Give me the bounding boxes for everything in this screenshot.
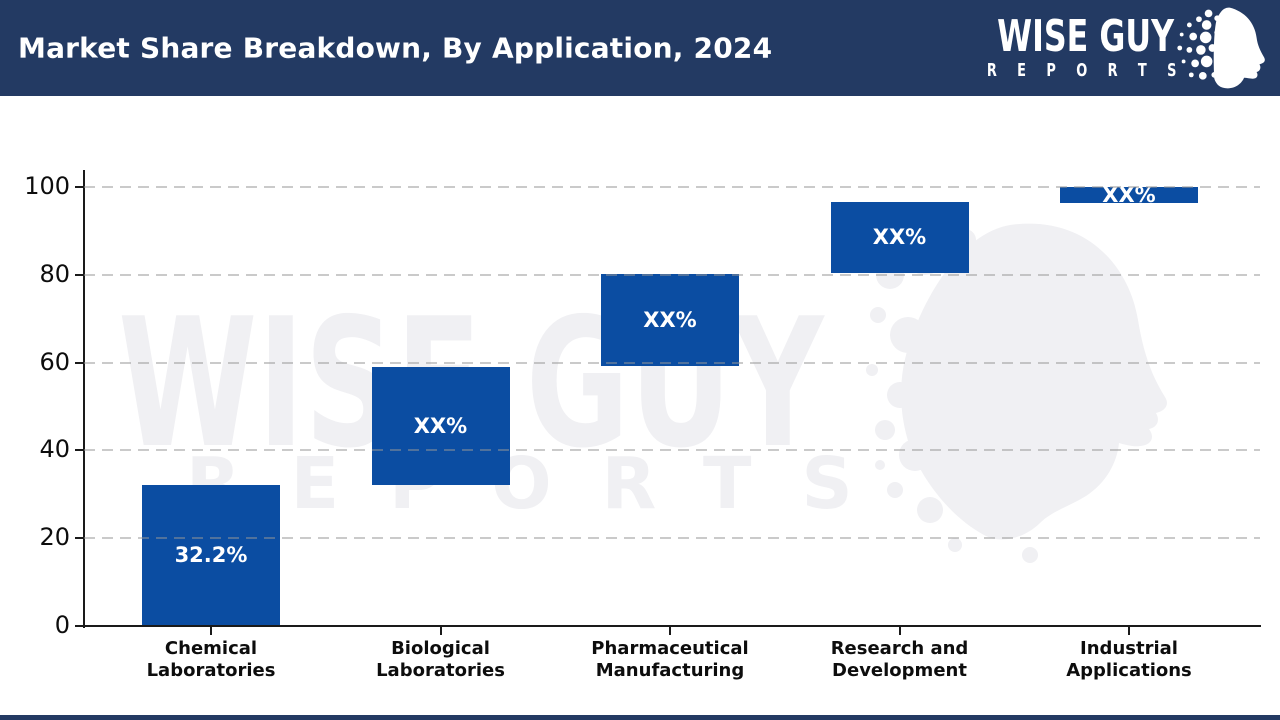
y-axis-tick	[75, 449, 84, 452]
y-tick-label: 60	[39, 347, 70, 376]
x-axis-tick	[210, 627, 212, 635]
bar-3: XX%	[601, 273, 739, 367]
y-axis-tick	[75, 537, 84, 540]
watermark-subtext: REPORTS	[186, 442, 903, 525]
x-category-label: Research and Development	[830, 638, 969, 681]
gridline	[84, 361, 1260, 364]
x-category-label: Industrial Applications	[1066, 638, 1192, 681]
y-axis-line	[83, 170, 85, 628]
x-axis-line	[83, 625, 1261, 627]
header-bar: Market Share Breakdown, By Application, …	[0, 0, 1280, 96]
logo-head-icon	[1177, 7, 1265, 89]
y-tick-label: 0	[54, 611, 70, 639]
bar-value-label: XX%	[643, 308, 697, 333]
x-axis-tick	[1128, 627, 1130, 635]
bar-5: XX%	[1060, 183, 1198, 207]
x-category-label: Chemical Laboratories	[146, 638, 276, 681]
gridline	[84, 273, 1260, 276]
bar-2: XX%	[371, 366, 510, 485]
gridline	[84, 449, 1260, 452]
y-tick-label: 20	[39, 523, 70, 552]
bar-4: XX%	[830, 202, 969, 273]
bar-value-label: 32.2%	[174, 543, 248, 568]
logo-text: WISE GUY R E P O R T S	[986, 15, 1184, 81]
footer-strip	[0, 715, 1280, 720]
y-axis-tick	[75, 186, 84, 188]
logo-subtext: R E P O R T S	[986, 60, 1184, 81]
x-category-label: Pharmaceutical Manufacturing	[591, 638, 749, 681]
y-tick-label: 80	[39, 259, 70, 288]
logo-wordmark: WISE GUY	[996, 11, 1174, 62]
gridline	[84, 537, 1260, 540]
y-tick-label: 40	[39, 435, 70, 464]
chart-plot-area: 0 20 40 60 80 100 32.2% Chemical Laboratories XX%…	[0, 96, 1280, 716]
gridline	[84, 186, 1260, 188]
wise-guy-reports-logo: WISE GUY R E P O R T S	[910, 4, 1270, 92]
page-title: Market Share Breakdown, By Application, …	[18, 31, 773, 65]
x-axis-tick	[669, 627, 671, 635]
x-axis-tick	[898, 627, 901, 635]
y-axis-tick	[75, 361, 84, 364]
bar-value-label: XX%	[413, 413, 468, 438]
x-category-label: Biological Laboratories	[376, 638, 505, 681]
y-axis-tick	[75, 273, 84, 276]
x-axis-tick	[439, 627, 442, 635]
bar-1: 32.2%	[142, 484, 280, 626]
bar-value-label: XX%	[872, 225, 927, 250]
y-axis-tick	[75, 625, 84, 627]
y-tick-label: 100	[24, 172, 70, 200]
